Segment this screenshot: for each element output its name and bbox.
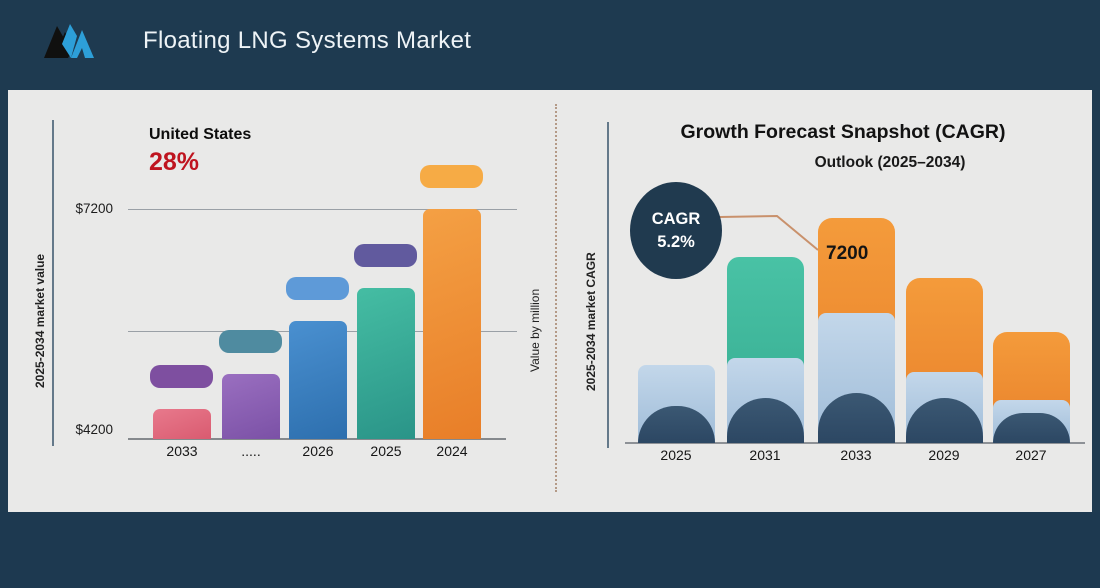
- gf-x-label-2029: 2029: [928, 447, 960, 463]
- gf-y-axis-title: 2025-2034 market CAGR: [584, 252, 598, 391]
- gf-y-axis-line: [607, 122, 609, 448]
- us-bar-2026: [289, 320, 347, 439]
- us-ytick-7200: $7200: [75, 201, 113, 216]
- gf-chart-subtitle: Outlook (2025–2034): [814, 154, 966, 171]
- gf-x-label-2033: 2033: [840, 447, 872, 463]
- us-bar-cap-.....: [219, 329, 282, 353]
- us-y-axis-title: 2025-2034 market value: [33, 253, 47, 388]
- gf-x-axis-line: [625, 442, 1085, 444]
- us-bar-2033: [153, 409, 211, 439]
- footer-bar: @ All Market Analysis Snapshot GlobalFlo…: [0, 512, 1100, 588]
- us-bar-cap-2026: [286, 276, 349, 300]
- gf-value-annotation: 7200: [826, 243, 869, 264]
- us-chart-title: United States: [149, 126, 252, 143]
- gf-bar-2027-navy: [992, 413, 1070, 443]
- us-x-label-2024: 2024: [436, 443, 468, 459]
- us-gridline-top: [128, 209, 517, 210]
- us-ytick-4200: $4200: [75, 422, 113, 437]
- cagr-badge-label: CAGR: [651, 210, 701, 229]
- us-bar-.....: [222, 373, 280, 439]
- us-bar-2025: [357, 287, 415, 439]
- us-bar-cap-2025: [354, 243, 417, 267]
- us-x-label-2026: 2026: [302, 443, 334, 459]
- panel-divider: [555, 104, 557, 492]
- gf-x-label-2025: 2025: [660, 447, 692, 463]
- us-x-label-.....: .....: [241, 443, 261, 459]
- ama-logo-icon: [44, 24, 94, 58]
- gf-x-label-2027: 2027: [1015, 447, 1047, 463]
- us-bar-cap-2033: [150, 365, 213, 389]
- us-y-axis-line: [52, 120, 54, 446]
- gf-chart-title: Growth Forecast Snapshot (CAGR): [680, 121, 1006, 143]
- header-bar: Floating LNG Systems Market: [0, 0, 1100, 90]
- us-highlight-percent: 28%: [149, 148, 200, 176]
- us-right-axis-title: Value by million: [528, 288, 542, 372]
- gf-x-label-2031: 2031: [749, 447, 781, 463]
- us-x-label-2025: 2025: [370, 443, 402, 459]
- cagr-badge: CAGR 5.2%: [630, 182, 722, 279]
- us-x-axis-line: [128, 438, 506, 440]
- us-bar-cap-2024: [420, 165, 483, 188]
- page-title: Floating LNG Systems Market: [143, 27, 472, 54]
- us-x-label-2033: 2033: [166, 443, 198, 459]
- cagr-badge-value: 5.2%: [657, 232, 695, 251]
- us-bar-2024: [423, 209, 481, 439]
